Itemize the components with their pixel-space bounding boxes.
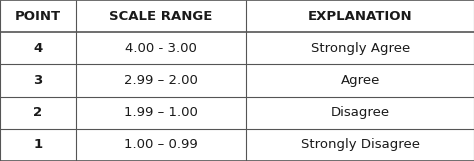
Text: Disagree: Disagree bbox=[331, 106, 390, 119]
Text: POINT: POINT bbox=[15, 10, 61, 23]
Text: Strongly Disagree: Strongly Disagree bbox=[301, 138, 420, 151]
Text: 4.00 - 3.00: 4.00 - 3.00 bbox=[125, 42, 197, 55]
Text: 3: 3 bbox=[33, 74, 43, 87]
Text: 4: 4 bbox=[33, 42, 43, 55]
Text: 1: 1 bbox=[33, 138, 43, 151]
Text: Strongly Agree: Strongly Agree bbox=[310, 42, 410, 55]
Text: 1.99 – 1.00: 1.99 – 1.00 bbox=[124, 106, 198, 119]
Text: SCALE RANGE: SCALE RANGE bbox=[109, 10, 213, 23]
Text: 1.00 – 0.99: 1.00 – 0.99 bbox=[124, 138, 198, 151]
Text: Agree: Agree bbox=[340, 74, 380, 87]
Text: 2.99 – 2.00: 2.99 – 2.00 bbox=[124, 74, 198, 87]
Text: EXPLANATION: EXPLANATION bbox=[308, 10, 412, 23]
Text: 2: 2 bbox=[33, 106, 43, 119]
